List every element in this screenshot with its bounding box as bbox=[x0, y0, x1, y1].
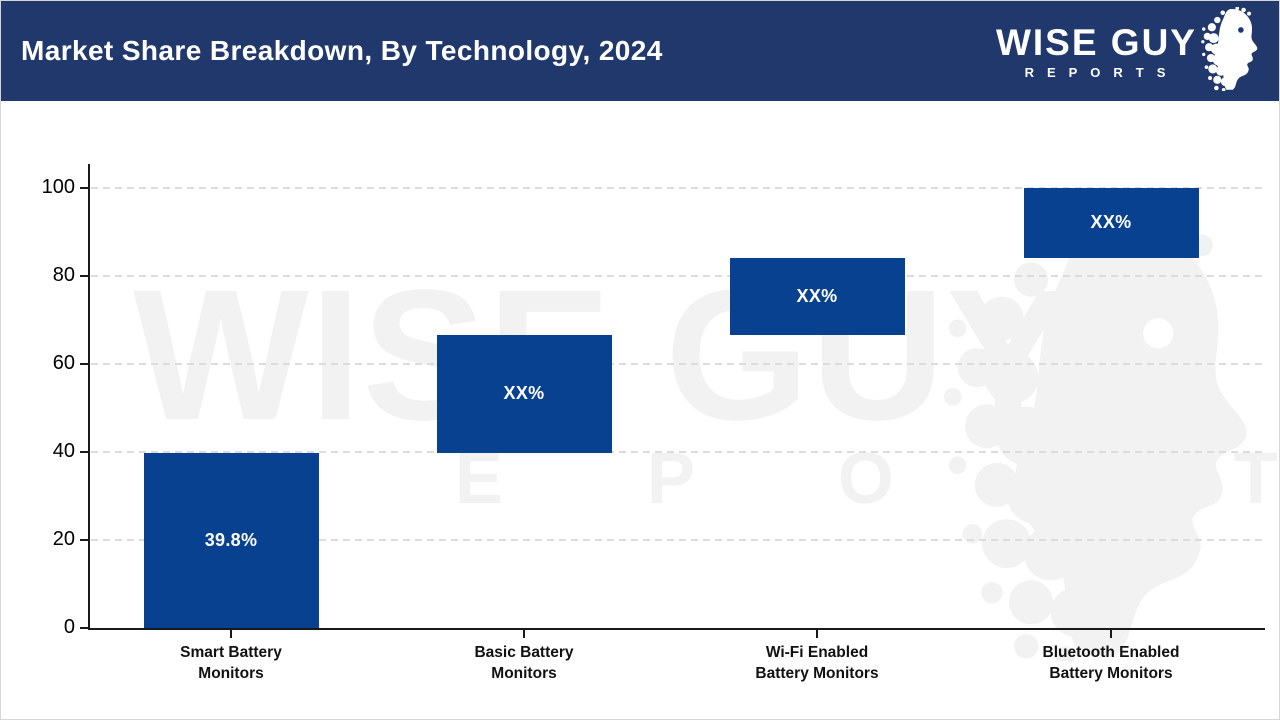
watermark-face-icon bbox=[943, 206, 1256, 666]
x-axis-category-label: Smart Battery Monitors bbox=[101, 643, 361, 685]
gridline-80 bbox=[91, 275, 1263, 277]
brand-face-icon bbox=[1201, 5, 1259, 96]
gridline-100 bbox=[91, 187, 1263, 189]
y-axis-tick-label: 0 bbox=[63, 616, 75, 638]
bar-value-label: 39.8% bbox=[204, 529, 258, 550]
x-axis-category-line: Monitors bbox=[198, 664, 264, 682]
x-axis-tick bbox=[816, 630, 818, 638]
y-axis-tick-40 bbox=[80, 451, 89, 453]
bar-value-label: XX% bbox=[1090, 212, 1132, 233]
x-axis-category-label: Basic Battery Monitors bbox=[394, 643, 654, 685]
y-axis-tick-label: 60 bbox=[52, 352, 75, 374]
y-axis-tick-60 bbox=[80, 363, 89, 365]
x-axis-category-line: Basic Battery bbox=[474, 644, 574, 661]
y-axis-tick-100 bbox=[80, 187, 89, 189]
y-axis-line bbox=[88, 164, 90, 630]
x-axis-category-line: Battery Monitors bbox=[755, 664, 879, 682]
header: Market Share Breakdown, By Technology, 2… bbox=[1, 1, 1279, 101]
bar-segment: 39.8% bbox=[143, 452, 319, 628]
bar-value-label: XX% bbox=[796, 285, 838, 306]
x-axis-tick bbox=[523, 630, 525, 638]
gridline-60 bbox=[91, 363, 1263, 365]
y-axis-tick-label: 20 bbox=[52, 528, 75, 550]
x-axis-tick bbox=[230, 630, 232, 638]
x-axis-tick bbox=[1110, 630, 1112, 638]
x-axis-line bbox=[88, 628, 1265, 630]
brand-subname: REPORTS bbox=[1024, 64, 1179, 80]
y-axis-tick-0 bbox=[80, 627, 89, 629]
gridline-20 bbox=[91, 539, 1263, 541]
bar-segment: XX% bbox=[729, 257, 905, 335]
x-axis-category-label: Bluetooth Enabled Battery Monitors bbox=[981, 643, 1241, 685]
y-axis-tick-label: 40 bbox=[52, 440, 75, 462]
x-axis-category-label: Wi-Fi Enabled Battery Monitors bbox=[687, 643, 947, 685]
bar-segment: XX% bbox=[436, 334, 612, 453]
brand-logo-text: WISE GUY REPORTS bbox=[996, 24, 1197, 79]
brand-name: WISE GUY bbox=[995, 21, 1197, 63]
x-axis-category-line: Wi-Fi Enabled bbox=[765, 644, 869, 661]
y-axis-tick-label: 80 bbox=[52, 264, 75, 286]
x-axis-category-line: Bluetooth Enabled bbox=[1042, 644, 1180, 661]
y-axis-tick-80 bbox=[80, 275, 89, 277]
x-axis-category-line: Smart Battery bbox=[180, 644, 282, 661]
page-title: Market Share Breakdown, By Technology, 2… bbox=[21, 35, 663, 66]
bar-segment: XX% bbox=[1023, 188, 1199, 258]
bar-value-label: XX% bbox=[503, 383, 545, 404]
y-axis-tick-label: 100 bbox=[41, 176, 75, 198]
y-axis-tick-20 bbox=[80, 539, 89, 541]
gridline-40 bbox=[91, 451, 1263, 453]
brand-logo: WISE GUY REPORTS bbox=[996, 5, 1259, 96]
x-axis-category-line: Battery Monitors bbox=[1049, 664, 1173, 682]
x-axis-category-line: Monitors bbox=[491, 664, 557, 682]
